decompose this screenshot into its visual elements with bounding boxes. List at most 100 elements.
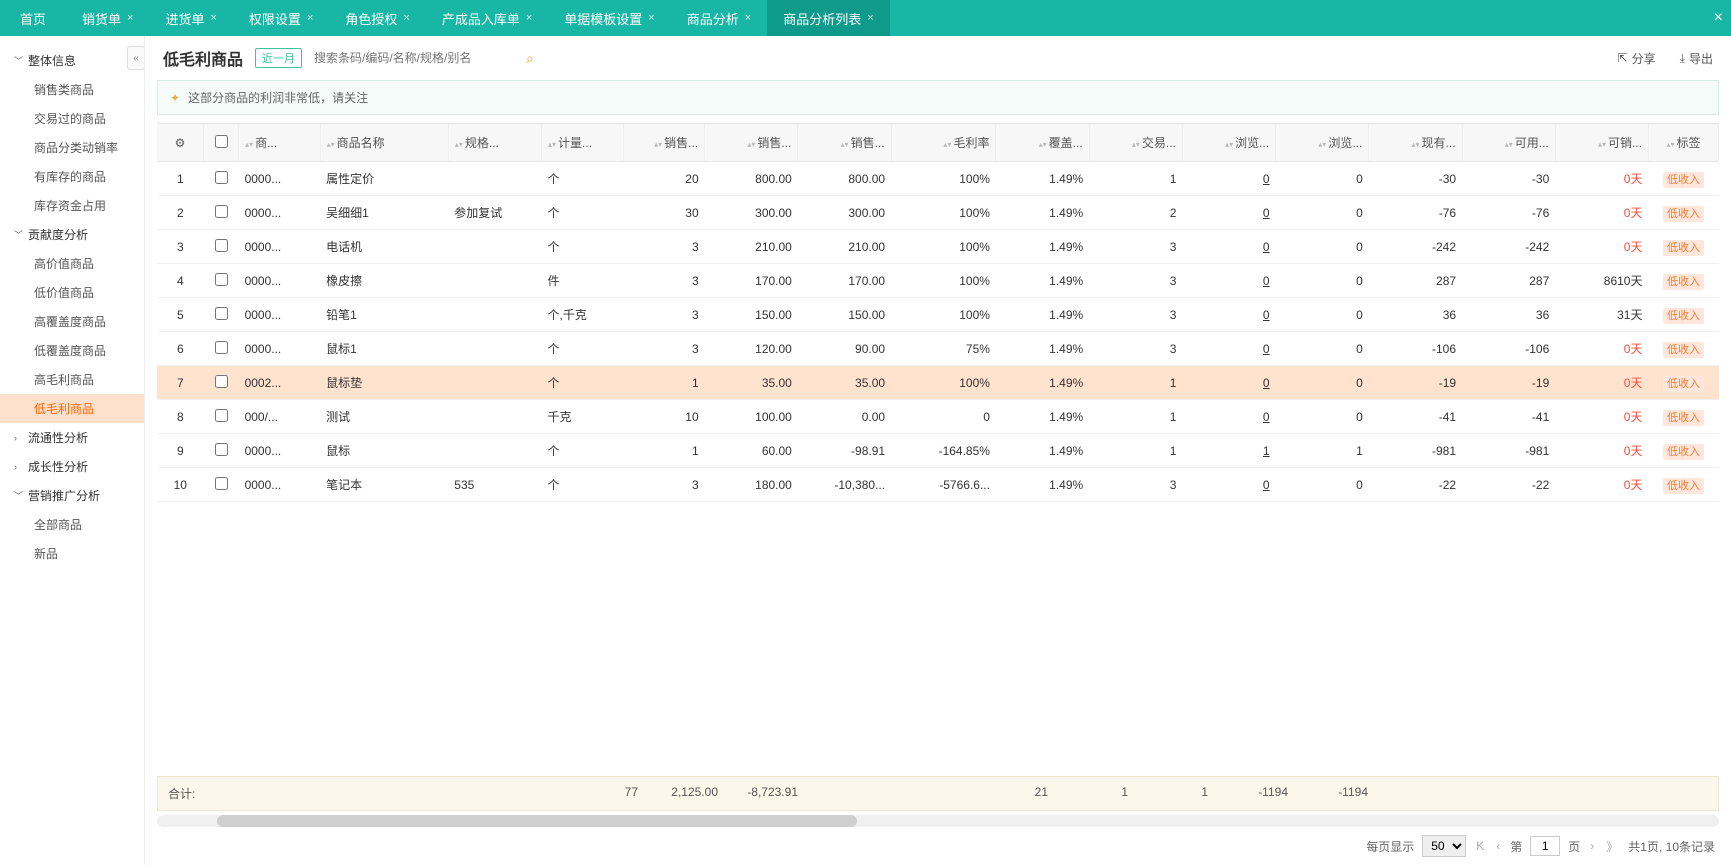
sort-icon[interactable]: ▴▾ [1666, 140, 1674, 149]
link-value[interactable]: 0 [1263, 376, 1270, 390]
column-header[interactable]: ▴▾商... [239, 124, 321, 162]
table-row[interactable]: 100000...笔记本535个3180.00-10,380...-5766.6… [157, 468, 1719, 502]
table-row[interactable]: 30000...电话机个3210.00210.00100%1.49%300-24… [157, 230, 1719, 264]
sidebar-item-有库存的商品[interactable]: 有库存的商品 [0, 162, 144, 191]
tab-进货单[interactable]: 进货单× [149, 0, 232, 36]
sidebar-group-流通性分析[interactable]: ›流通性分析 [0, 423, 144, 452]
column-header[interactable]: ▴▾覆盖... [996, 124, 1089, 162]
column-header[interactable]: ▴▾毛利率 [891, 124, 996, 162]
close-all-tabs-icon[interactable]: × [1714, 0, 1723, 36]
column-header[interactable]: ▴▾商品名称 [320, 124, 448, 162]
sidebar-group-营销推广分析[interactable]: ﹀营销推广分析 [0, 481, 144, 510]
link-value[interactable]: 1 [1263, 444, 1270, 458]
gear-icon[interactable]: ⚙ [175, 136, 186, 150]
share-button[interactable]: ⇱ 分享 [1618, 50, 1656, 67]
column-header[interactable]: ▴▾销售... [798, 124, 891, 162]
row-checkbox[interactable] [215, 205, 228, 218]
row-checkbox[interactable] [215, 375, 228, 388]
table-row[interactable]: 8000/...测试千克10100.000.0001.49%100-41-410… [157, 400, 1719, 434]
tab-close-icon[interactable]: × [127, 12, 133, 24]
sidebar-item-交易过的商品[interactable]: 交易过的商品 [0, 104, 144, 133]
sidebar-item-库存资金占用[interactable]: 库存资金占用 [0, 191, 144, 220]
tab-close-icon[interactable]: × [403, 12, 409, 24]
sidebar-collapse-button[interactable]: « [127, 46, 145, 70]
row-checkbox[interactable] [215, 273, 228, 286]
sort-icon[interactable]: ▴▾ [455, 140, 463, 149]
link-value[interactable]: 0 [1263, 206, 1270, 220]
link-value[interactable]: 0 [1263, 478, 1270, 492]
page-first-button[interactable]: K [1474, 839, 1486, 853]
tab-close-icon[interactable]: × [526, 12, 532, 24]
sidebar-item-销售类商品[interactable]: 销售类商品 [0, 75, 144, 104]
link-value[interactable]: 0 [1263, 240, 1270, 254]
tab-权限设置[interactable]: 权限设置× [233, 0, 329, 36]
link-value[interactable]: 0 [1263, 410, 1270, 424]
tab-角色授权[interactable]: 角色授权× [329, 0, 425, 36]
row-checkbox[interactable] [215, 477, 228, 490]
sort-icon[interactable]: ▴▾ [1318, 140, 1326, 149]
page-prev-button[interactable]: ‹ [1494, 839, 1502, 853]
column-header[interactable]: ▴▾可用... [1462, 124, 1555, 162]
table-row[interactable]: 20000...吴细细1参加复试个30300.00300.00100%1.49%… [157, 196, 1719, 230]
column-header[interactable]: ▴▾交易... [1089, 124, 1182, 162]
column-header[interactable] [204, 124, 239, 162]
tab-close-icon[interactable]: × [745, 12, 751, 24]
row-checkbox[interactable] [215, 239, 228, 252]
page-input[interactable] [1530, 836, 1560, 856]
table-row[interactable]: 10000...属性定价个20800.00800.00100%1.49%100-… [157, 162, 1719, 196]
period-badge[interactable]: 近一月 [255, 48, 302, 68]
column-header[interactable]: ▴▾浏览... [1276, 124, 1369, 162]
horizontal-scrollbar[interactable] [157, 815, 1719, 827]
row-checkbox[interactable] [215, 307, 228, 320]
tab-商品分析列表[interactable]: 商品分析列表× [767, 0, 889, 36]
tab-商品分析[interactable]: 商品分析× [671, 0, 767, 36]
table-row[interactable]: 40000...橡皮擦件3170.00170.00100%1.49%300287… [157, 264, 1719, 298]
sort-icon[interactable]: ▴▾ [1039, 140, 1047, 149]
sidebar-item-低覆盖度商品[interactable]: 低覆盖度商品 [0, 336, 144, 365]
tab-首页[interactable]: 首页 [0, 0, 66, 36]
page-next-button[interactable]: › [1588, 839, 1596, 853]
column-header[interactable]: ▴▾规格... [448, 124, 541, 162]
sort-icon[interactable]: ▴▾ [1598, 140, 1606, 149]
sidebar-group-整体信息[interactable]: ﹀整体信息 [0, 46, 144, 75]
table-row[interactable]: 50000...铅笔1个,千克3150.00150.00100%1.49%300… [157, 298, 1719, 332]
search-icon[interactable]: ⌕ [526, 50, 534, 67]
table-row[interactable]: 90000...鼠标个160.00-98.91-164.85%1.49%111-… [157, 434, 1719, 468]
row-checkbox[interactable] [215, 443, 228, 456]
sort-icon[interactable]: ▴▾ [747, 140, 755, 149]
column-header[interactable]: ▴▾销售... [705, 124, 798, 162]
sidebar-item-高毛利商品[interactable]: 高毛利商品 [0, 365, 144, 394]
tab-close-icon[interactable]: × [210, 12, 216, 24]
sidebar-group-贡献度分析[interactable]: ﹀贡献度分析 [0, 220, 144, 249]
sort-icon[interactable]: ▴▾ [327, 140, 335, 149]
row-checkbox[interactable] [215, 341, 228, 354]
tab-单据模板设置[interactable]: 单据模板设置× [548, 0, 670, 36]
table-row[interactable]: 70002...鼠标垫个135.0035.00100%1.49%100-19-1… [157, 366, 1719, 400]
sidebar-item-低毛利商品[interactable]: 低毛利商品 [0, 394, 144, 423]
sidebar-item-新品[interactable]: 新品 [0, 539, 144, 568]
sort-icon[interactable]: ▴▾ [1225, 140, 1233, 149]
sort-icon[interactable]: ▴▾ [1132, 140, 1140, 149]
sort-icon[interactable]: ▴▾ [1505, 140, 1513, 149]
column-header[interactable]: ▴▾浏览... [1182, 124, 1275, 162]
table-row[interactable]: 60000...鼠标1个3120.0090.0075%1.49%300-106-… [157, 332, 1719, 366]
sort-icon[interactable]: ▴▾ [943, 140, 951, 149]
column-header[interactable]: ▴▾可销... [1555, 124, 1648, 162]
sidebar-item-全部商品[interactable]: 全部商品 [0, 510, 144, 539]
select-all-checkbox[interactable] [215, 135, 228, 148]
sort-icon[interactable]: ▴▾ [654, 140, 662, 149]
column-header[interactable]: ▴▾现有... [1369, 124, 1462, 162]
column-header[interactable]: ▴▾计量... [542, 124, 624, 162]
per-page-select[interactable]: 50 [1422, 835, 1466, 857]
tab-close-icon[interactable]: × [307, 12, 313, 24]
column-header[interactable]: ▴▾销售... [623, 124, 705, 162]
tab-销货单[interactable]: 销货单× [66, 0, 149, 36]
sort-icon[interactable]: ▴▾ [548, 140, 556, 149]
tab-close-icon[interactable]: × [867, 12, 873, 24]
scrollbar-thumb[interactable] [217, 815, 857, 827]
tab-close-icon[interactable]: × [648, 12, 654, 24]
link-value[interactable]: 0 [1263, 172, 1270, 186]
sort-icon[interactable]: ▴▾ [841, 140, 849, 149]
row-checkbox[interactable] [215, 171, 228, 184]
sidebar-item-高覆盖度商品[interactable]: 高覆盖度商品 [0, 307, 144, 336]
